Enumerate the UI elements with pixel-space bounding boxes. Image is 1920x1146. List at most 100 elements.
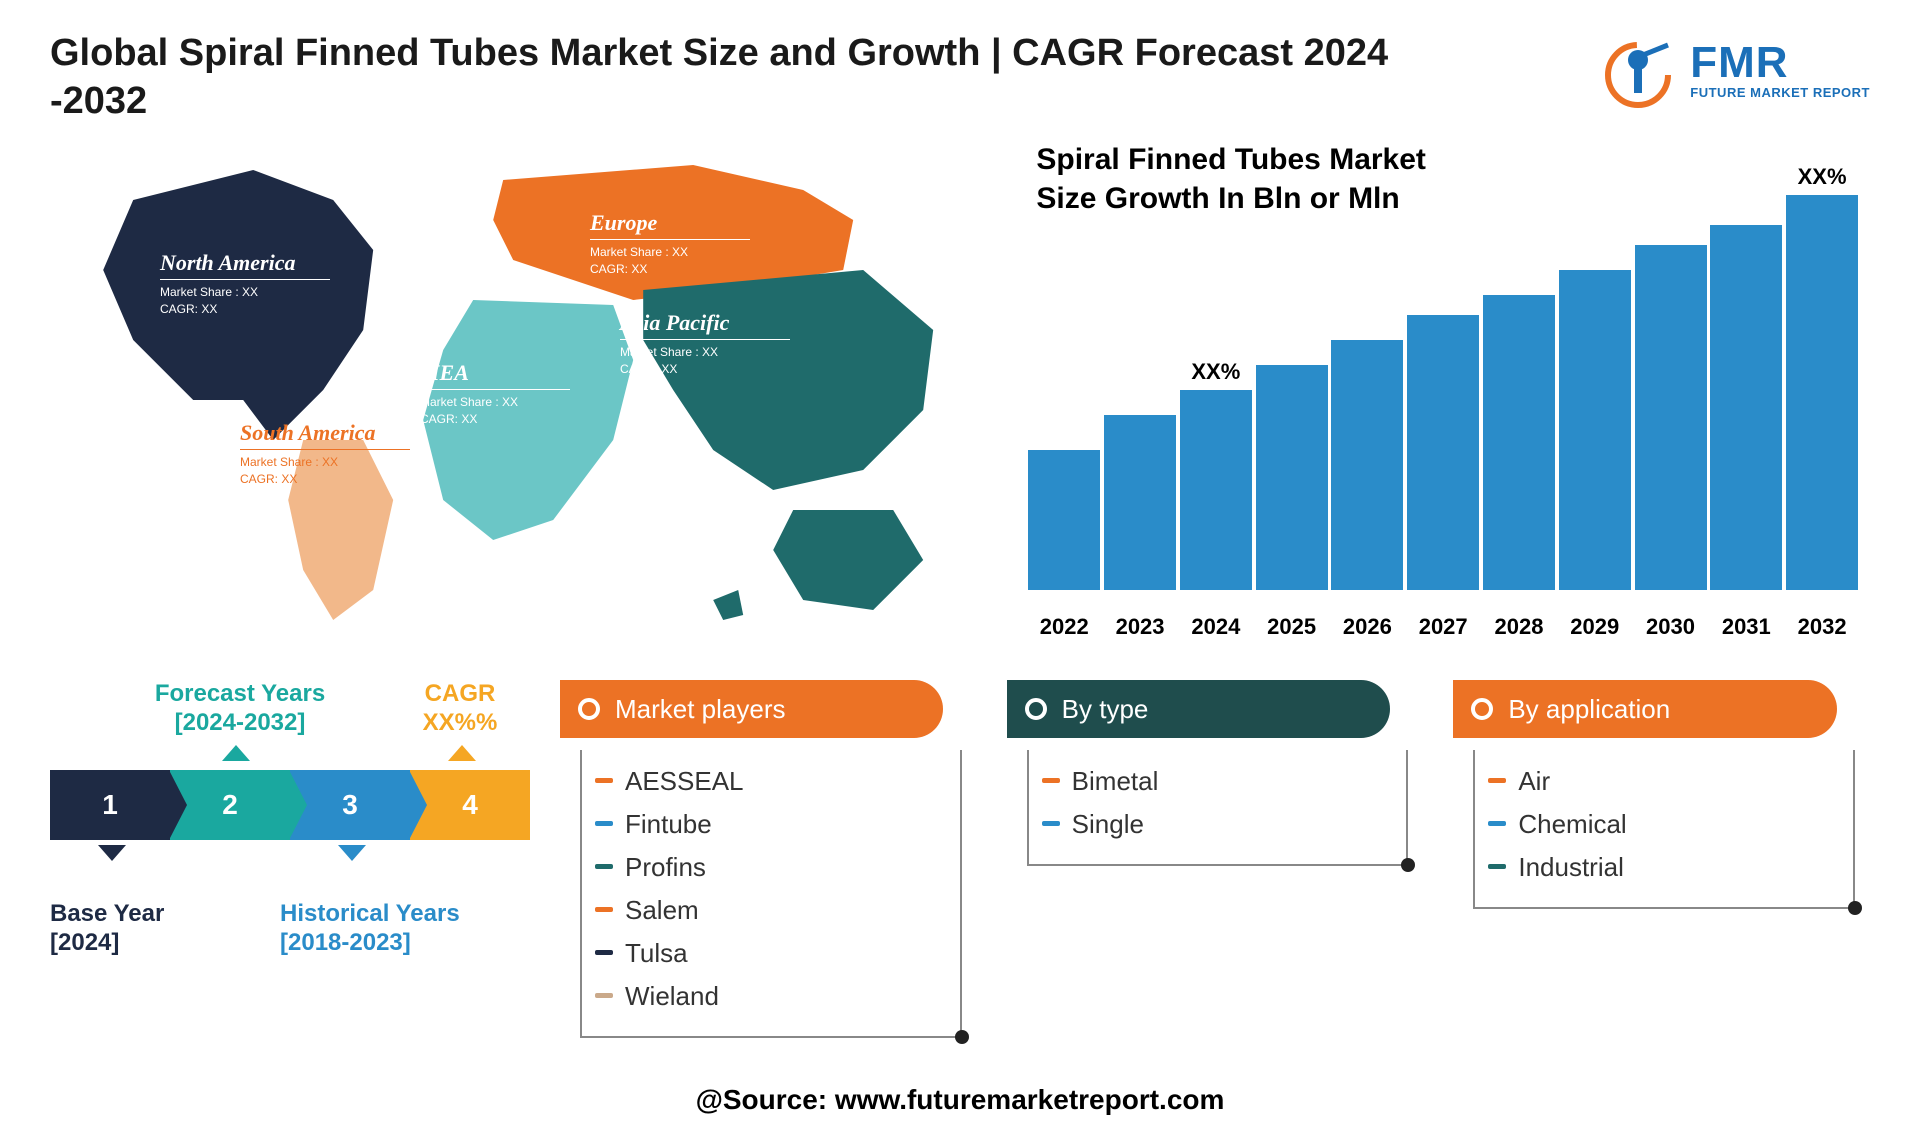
axis-label: 2029: [1557, 614, 1633, 640]
axis-label: 2028: [1481, 614, 1557, 640]
region-name: Europe: [590, 210, 750, 236]
growth-bar-chart: Spiral Finned Tubes Market Size Growth I…: [1016, 140, 1870, 640]
hist-title: Historical Years: [280, 900, 460, 927]
bar-rect: [1407, 315, 1479, 590]
bullet-icon: [578, 698, 600, 720]
bar-2030: [1633, 245, 1709, 590]
list-footer: [560, 1018, 977, 1038]
axis-label: 2022: [1026, 614, 1102, 640]
bars-container: XX%XX%: [1016, 190, 1870, 590]
dot-icon: [1848, 901, 1862, 915]
arrow-down-icon: [338, 845, 366, 861]
pill-title: By application: [1508, 694, 1670, 725]
timeline-seg-3: 3: [290, 770, 410, 840]
bar-2025: [1254, 365, 1330, 590]
logo-text: FMR: [1690, 41, 1870, 85]
top-row: North America Market Share : XX CAGR: XX…: [50, 140, 1870, 640]
bar-rect: [1635, 245, 1707, 590]
axis-label: 2026: [1330, 614, 1406, 640]
type-list: BimetalSingle: [1007, 760, 1424, 846]
base-title: Base Year: [50, 900, 164, 927]
region-name: Asia Pacific: [620, 310, 790, 336]
bar-rect: [1331, 340, 1403, 590]
pill-header-application: By application: [1453, 680, 1836, 738]
bar-annotation: XX%: [1191, 359, 1240, 385]
by-application-group: By application AirChemicalIndustrial: [1453, 680, 1870, 1038]
arrow-up-icon: [448, 745, 476, 761]
bar-rect: [1710, 225, 1782, 590]
list-footer: [1007, 846, 1424, 866]
dot-icon: [955, 1030, 969, 1044]
region-cagr: CAGR: XX: [420, 411, 570, 428]
region-name: MEA: [420, 360, 570, 386]
list-footer: [1453, 889, 1870, 909]
list-item: Profins: [595, 846, 952, 889]
bar-2032: XX%: [1784, 164, 1860, 590]
list-item: AESSEAL: [595, 760, 952, 803]
forecast-label: Forecast Years [2024-2032]: [140, 680, 340, 738]
axis-label: 2023: [1102, 614, 1178, 640]
region-share: Market Share : XX: [420, 394, 570, 411]
timeline-block: Forecast Years [2024-2032] CAGR XX%% 1 2…: [50, 680, 530, 1038]
header: Global Spiral Finned Tubes Market Size a…: [50, 30, 1870, 125]
list-item: Tulsa: [595, 932, 952, 975]
forecast-range: [2024-2032]: [175, 709, 306, 736]
pill-title: By type: [1062, 694, 1149, 725]
bottom-row: Forecast Years [2024-2032] CAGR XX%% 1 2…: [50, 680, 1870, 1038]
by-type-group: By type BimetalSingle: [1007, 680, 1424, 1038]
list-item: Air: [1488, 760, 1845, 803]
pill-header-type: By type: [1007, 680, 1390, 738]
region-share: Market Share : XX: [240, 454, 410, 471]
historical-label: Historical Years [2018-2023]: [280, 900, 500, 958]
arrow-down-icon: [98, 845, 126, 861]
players-list: AESSEALFintubeProfinsSalemTulsaWieland: [560, 760, 977, 1018]
pill-title: Market players: [615, 694, 786, 725]
arrow-up-icon: [222, 745, 250, 761]
bar-rect: [1028, 450, 1100, 590]
forecast-title: Forecast Years: [155, 680, 325, 707]
timeline-seg-2: 2: [170, 770, 290, 840]
page-title: Global Spiral Finned Tubes Market Size a…: [50, 30, 1450, 125]
bar-annotation: XX%: [1798, 164, 1847, 190]
axis-label: 2030: [1633, 614, 1709, 640]
region-north-america: North America Market Share : XX CAGR: XX: [160, 250, 330, 318]
list-item: Fintube: [595, 803, 952, 846]
list-item: Chemical: [1488, 803, 1845, 846]
base-year-label: Base Year [2024]: [50, 900, 210, 958]
bar-2027: [1405, 315, 1481, 590]
axis-label: 2032: [1784, 614, 1860, 640]
region-cagr: CAGR: XX: [590, 261, 750, 278]
bar-2024: XX%: [1178, 359, 1254, 590]
cagr-label: CAGR XX%%: [400, 680, 520, 738]
bar-2022: [1026, 450, 1102, 590]
region-share: Market Share : XX: [590, 244, 750, 261]
axis-label: 2024: [1178, 614, 1254, 640]
list-item: Wieland: [595, 975, 952, 1018]
region-name: South America: [240, 420, 410, 446]
logo-icon: [1598, 30, 1678, 110]
x-axis: 2022202320242025202620272028202920302031…: [1016, 614, 1870, 640]
timeline-bar: 1 2 3 4: [50, 770, 530, 840]
hist-value: [2018-2023]: [280, 929, 411, 956]
axis-label: 2031: [1708, 614, 1784, 640]
bar-rect: [1483, 295, 1555, 590]
bullet-icon: [1471, 698, 1493, 720]
region-cagr: CAGR: XX: [620, 361, 790, 378]
bar-rect: [1180, 390, 1252, 590]
bar-rect: [1104, 415, 1176, 590]
timeline-seg-4: 4: [410, 770, 530, 840]
bar-2029: [1557, 270, 1633, 590]
market-players-group: Market players AESSEALFintubeProfinsSale…: [560, 680, 977, 1038]
region-cagr: CAGR: XX: [240, 471, 410, 488]
region-share: Market Share : XX: [160, 284, 330, 301]
region-share: Market Share : XX: [620, 344, 790, 361]
list-item: Industrial: [1488, 846, 1845, 889]
cagr-title: CAGR: [425, 680, 496, 707]
list-item: Bimetal: [1042, 760, 1399, 803]
axis-label: 2025: [1254, 614, 1330, 640]
timeline-seg-1: 1: [50, 770, 170, 840]
region-europe: Europe Market Share : XX CAGR: XX: [590, 210, 750, 278]
fmr-logo: FMR FUTURE MARKET REPORT: [1598, 30, 1870, 110]
bar-2026: [1330, 340, 1406, 590]
source-text: @Source: www.futuremarketreport.com: [0, 1084, 1920, 1116]
